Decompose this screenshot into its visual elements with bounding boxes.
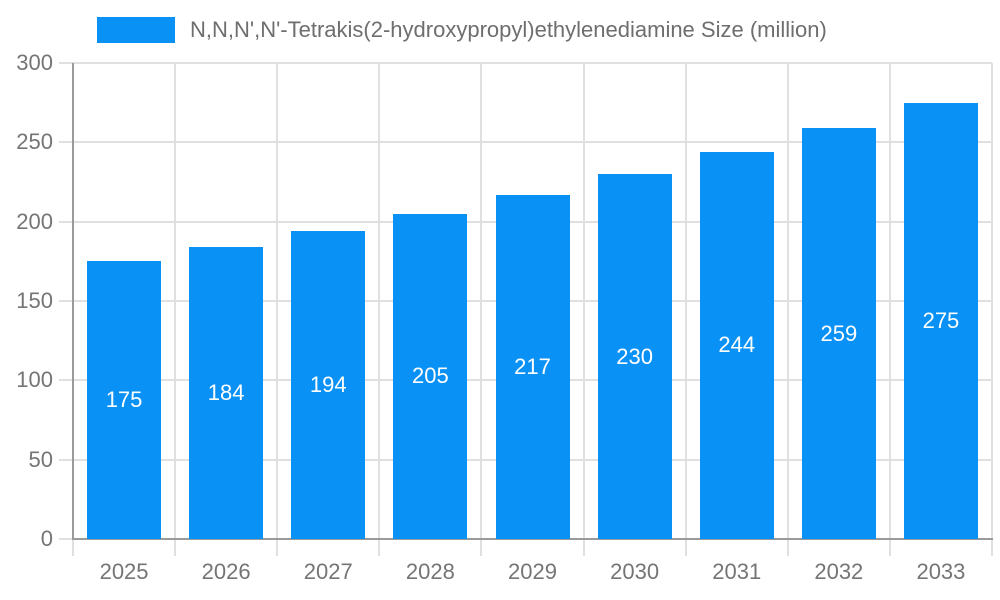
x-tick [72,539,74,556]
bar[interactable]: 259 [801,128,876,539]
x-gridline [888,63,891,539]
y-tick-label: 0 [40,526,53,551]
bar-value-label: 217 [514,353,551,379]
x-tick [786,539,789,556]
bar-value-label: 184 [207,380,245,406]
bar-value-label: 205 [412,363,449,389]
y-axis-line [72,63,74,539]
legend-swatch-icon [97,17,175,43]
y-tick [59,220,73,223]
bar[interactable]: 275 [903,102,978,539]
y-tick-label: 150 [16,288,53,313]
y-tick-label: 250 [16,129,53,155]
x-tick-label: 2028 [405,559,455,584]
y-tick [59,62,73,64]
plot-area: 0 50 100 150 200 250 300 2025 2026 2027 2028 2029 20… [16,50,993,584]
bar[interactable]: 194 [291,231,366,539]
legend-item[interactable]: N,N,N',N'-Tetrakis(2-hydroxypropyl)ethyl… [97,17,827,43]
x-tick-label: 2027 [303,559,353,584]
x-tick-label: 2025 [99,559,149,584]
bar-value-label: 259 [820,320,858,346]
y-tick [59,538,73,540]
x-axis-line [72,538,993,540]
y-gridline [73,62,992,64]
bar[interactable]: 205 [393,213,468,539]
x-tick-label: 2029 [508,559,557,584]
bar[interactable]: 230 [597,174,672,539]
x-tick [991,539,993,556]
legend-label: N,N,N',N'-Tetrakis(2-hydroxypropyl)ethyl… [190,17,827,42]
x-tick-label: 2033 [916,559,966,584]
y-tick [59,458,73,461]
x-gridline [582,63,585,539]
x-gridline [174,63,177,539]
x-gridline [786,63,789,539]
bar-value-label: 194 [309,372,347,398]
bar-value-label: 175 [105,387,143,413]
x-gridline [378,63,381,539]
x-gridline [684,63,687,539]
y-tick-label: 50 [28,446,53,472]
y-tick [59,141,73,144]
x-gridline [480,63,483,539]
y-tick [59,300,73,302]
y-tick-label: 100 [16,367,53,393]
x-tick [888,539,891,556]
x-tick [276,539,279,556]
bar[interactable]: 244 [699,151,774,539]
x-tick-label: 2031 [712,559,762,584]
x-gridline [991,63,993,539]
bar[interactable]: 217 [495,194,570,539]
x-tick-label: 2032 [814,559,864,584]
bar[interactable]: 175 [87,261,162,539]
x-tick [684,539,687,556]
y-tick-label: 200 [16,208,53,234]
x-tick [582,539,585,556]
bar-value-label: 275 [922,307,960,333]
x-tick [480,539,483,556]
bar-value-label: 230 [616,343,653,369]
x-tick-label: 2026 [201,559,251,584]
bar[interactable]: 184 [189,247,264,539]
y-tick-label: 300 [16,50,53,75]
x-tick-label: 2030 [610,559,660,584]
y-gridline [73,141,992,144]
y-tick [59,379,73,382]
x-tick [378,539,381,556]
bar-value-label: 244 [718,332,756,358]
x-tick [174,539,177,556]
x-gridline [276,63,279,539]
